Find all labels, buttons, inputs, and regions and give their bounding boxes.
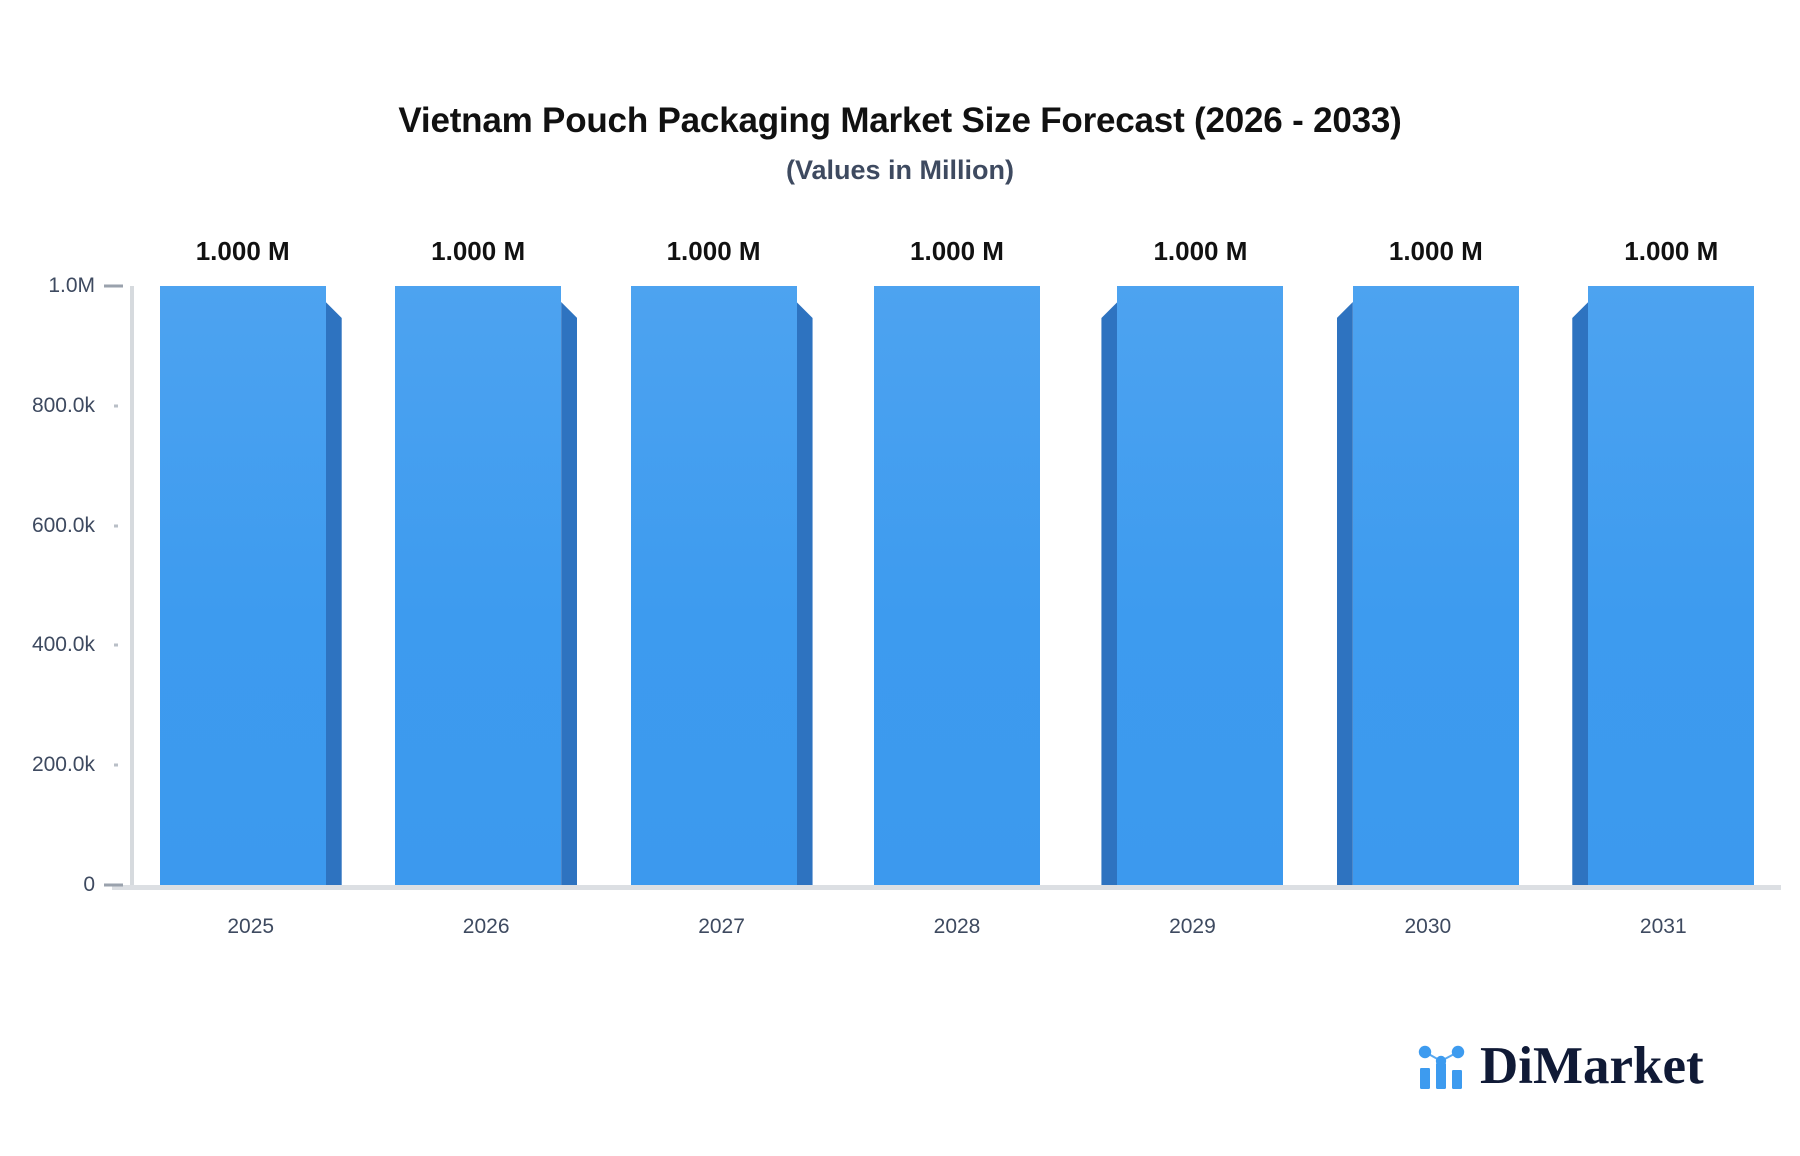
chart-title-block: Vietnam Pouch Packaging Market Size Fore… bbox=[0, 100, 1800, 186]
bar-2030[interactable] bbox=[1352, 286, 1519, 885]
bar-2025[interactable] bbox=[159, 286, 326, 885]
x-axis-tick-label: 2031 bbox=[1639, 915, 1687, 938]
bar-side-panel bbox=[1101, 302, 1118, 885]
page-title: Vietnam Pouch Packaging Market Size Fore… bbox=[398, 101, 1402, 140]
y-axis-tick-mark bbox=[114, 404, 118, 408]
bar-side-panel bbox=[1336, 302, 1353, 885]
y-axis-tick-mark bbox=[114, 763, 118, 767]
bar-data-label: 1.000 M bbox=[1153, 236, 1248, 266]
bar-data-label: 1.000 M bbox=[1388, 236, 1483, 266]
bar-chart-dots-icon bbox=[1418, 1045, 1465, 1089]
bar-2026[interactable] bbox=[395, 286, 562, 885]
y-axis-tick-label: 0 bbox=[83, 873, 95, 896]
y-axis-tick-mark bbox=[104, 284, 123, 288]
chart-subtitle: (Values in Million) bbox=[785, 155, 1015, 185]
bar-data-label: 1.000 M bbox=[666, 236, 761, 266]
x-axis-tick-label: 2028 bbox=[933, 915, 981, 938]
bar-side-panel bbox=[561, 302, 578, 885]
y-axis-tick-mark bbox=[104, 883, 123, 887]
bar-data-label: 1.000 M bbox=[431, 236, 526, 266]
bar-side-panel bbox=[1572, 302, 1589, 885]
bar-2027[interactable] bbox=[630, 286, 797, 885]
x-axis-tick-label: 2025 bbox=[227, 915, 275, 938]
bar-data-label: 1.000 M bbox=[195, 236, 290, 266]
y-axis-line bbox=[130, 286, 134, 885]
bar-data-label: 1.000 M bbox=[1624, 236, 1719, 266]
bar-2028[interactable] bbox=[874, 286, 1040, 885]
y-axis-tick-label: 600.0k bbox=[31, 513, 95, 537]
x-axis-tick-label: 2026 bbox=[462, 915, 510, 938]
bar-2031[interactable] bbox=[1588, 286, 1755, 885]
bar-2029[interactable] bbox=[1117, 286, 1284, 885]
x-axis-tick-label: 2030 bbox=[1404, 915, 1452, 938]
x-axis-line bbox=[112, 885, 1781, 890]
bar-side-panel bbox=[796, 302, 813, 885]
y-axis-tick-label: 1.0M bbox=[48, 274, 95, 297]
dimarket-logo: DiMarket bbox=[1416, 1035, 1704, 1097]
y-axis-tick-mark bbox=[114, 524, 118, 528]
x-axis-tick-label: 2027 bbox=[698, 915, 745, 938]
y-axis-tick-mark bbox=[114, 643, 118, 647]
y-axis-tick-label: 800.0k bbox=[31, 393, 95, 417]
x-axis-tick-label: 2029 bbox=[1169, 915, 1216, 938]
bar-side-panel bbox=[325, 302, 342, 885]
bar-data-label: 1.000 M bbox=[910, 236, 1004, 266]
logo-wordmark: DiMarket bbox=[1480, 1036, 1704, 1095]
y-axis-tick-label: 400.0k bbox=[31, 633, 95, 657]
y-axis-tick-label: 200.0k bbox=[31, 753, 95, 777]
